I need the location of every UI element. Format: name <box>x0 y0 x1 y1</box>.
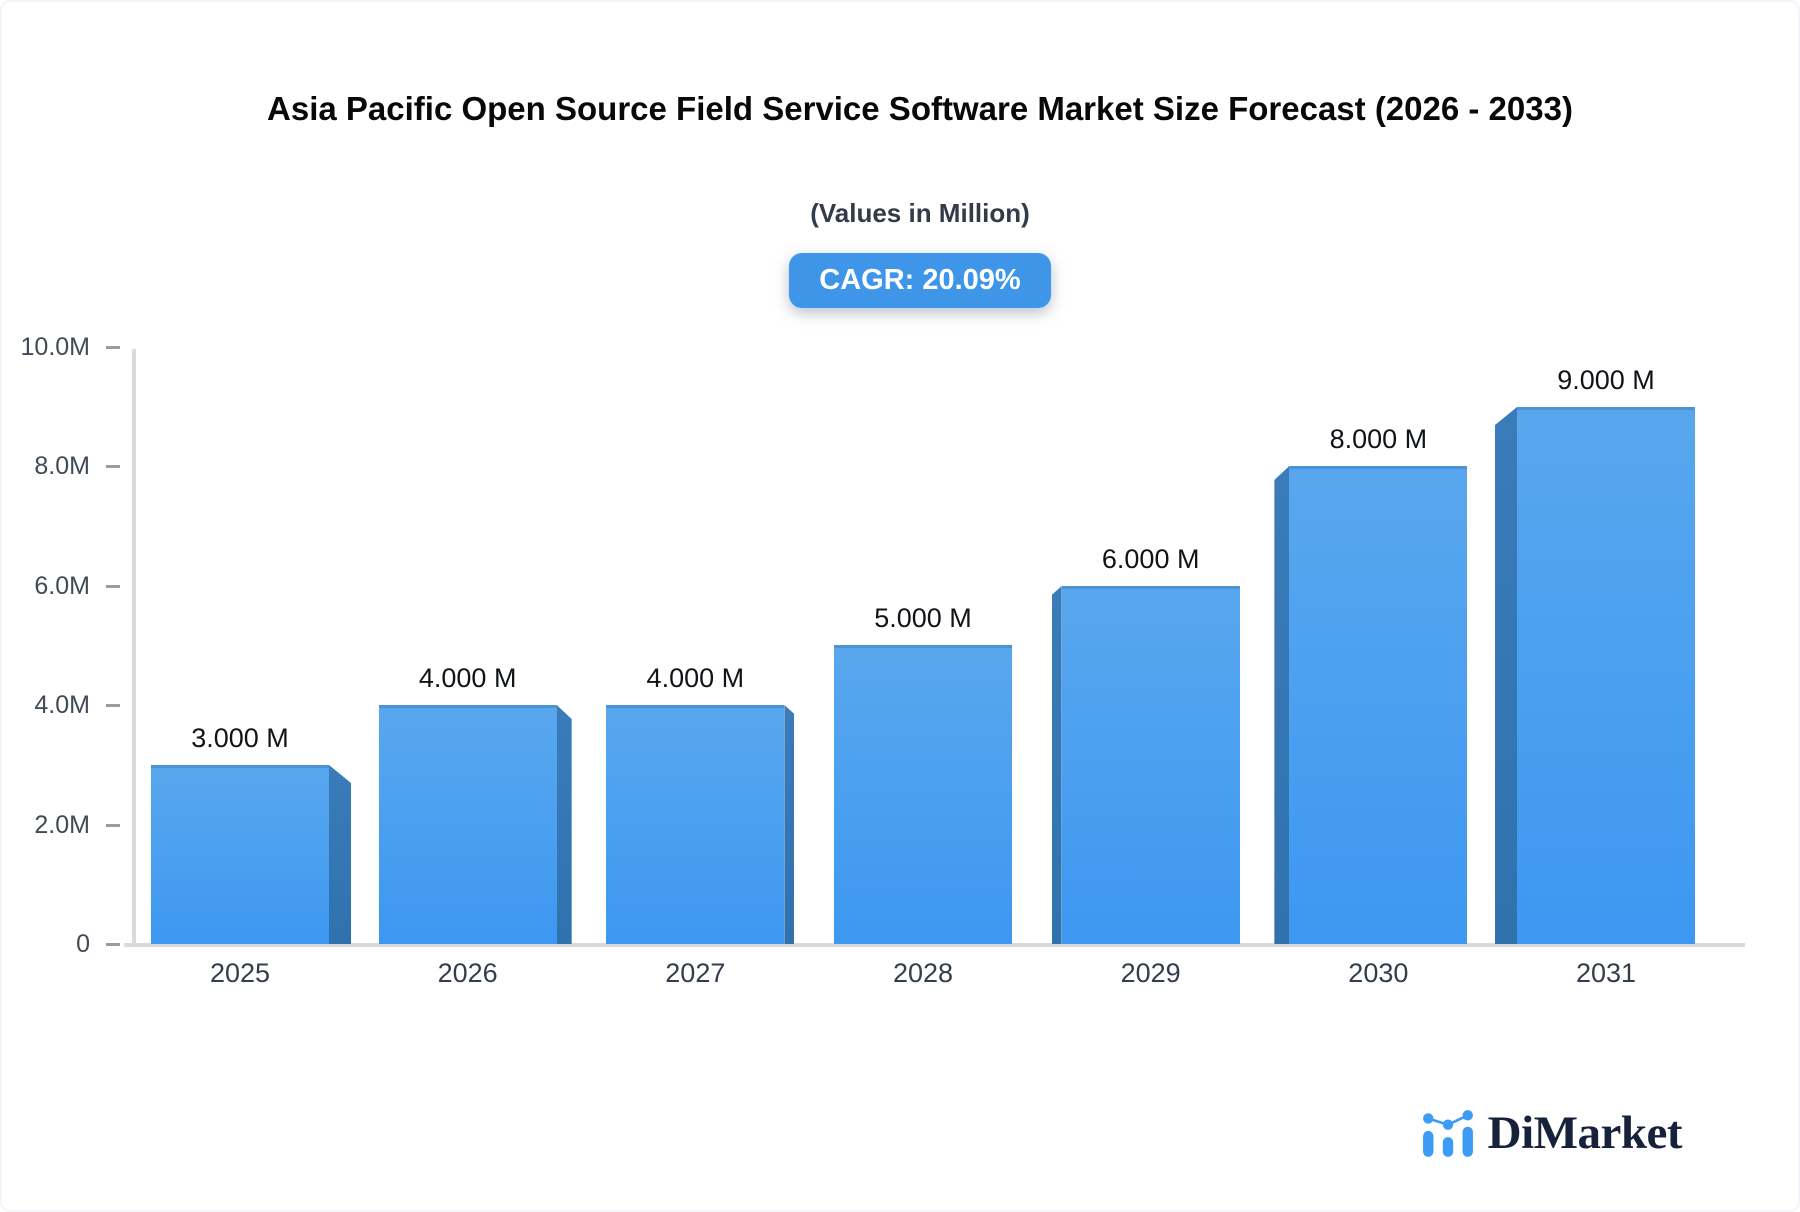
bar-2030 <box>1289 466 1468 944</box>
bar-value-label-2029: 6.000 M <box>1101 544 1200 574</box>
y-tick-label: 6.0M <box>34 571 90 600</box>
y-tick-label: 4.0M <box>34 691 90 720</box>
y-tick-label: 10.0M <box>20 333 90 361</box>
x-category-label-2030: 2030 <box>1348 958 1409 988</box>
x-category-label-2025: 2025 <box>209 958 271 988</box>
bar-value-label-2031: 9.000 M <box>1557 365 1655 395</box>
bar-2031 <box>1517 407 1696 944</box>
bar-value-label-2030: 8.000 M <box>1329 424 1428 454</box>
page-title: Asia Pacific Open Source Field Service S… <box>42 86 1798 133</box>
y-tick-dash <box>106 823 120 827</box>
bar-2028 <box>834 645 1012 944</box>
bar-chart-logo-icon <box>1422 1110 1473 1157</box>
y-tick-dash <box>106 704 120 708</box>
bar-side-face-2027 <box>784 705 795 944</box>
bar-2026 <box>378 705 557 944</box>
y-tick-dash <box>106 584 120 588</box>
y-tick-label: 2.0M <box>34 810 90 839</box>
x-category-label-2031: 2031 <box>1575 958 1637 988</box>
bar-value-label-2025: 3.000 M <box>191 723 289 753</box>
x-category-label-2027: 2027 <box>665 958 726 988</box>
cagr-badge: CAGR: 20.09% <box>789 253 1051 308</box>
bar-2027 <box>606 705 785 944</box>
bar-value-label-2027: 4.000 M <box>646 663 745 693</box>
cagr-badge-container: CAGR: 20.09% <box>42 253 1798 308</box>
y-tick-dash <box>106 465 120 469</box>
y-tick-dash <box>106 943 120 946</box>
bar-value-label-2026: 4.000 M <box>418 663 517 693</box>
x-category-label-2026: 2026 <box>437 958 498 988</box>
bar-value-label-2028: 5.000 M <box>874 603 972 633</box>
page-title-text: Asia Pacific Open Source Field Service S… <box>267 90 1573 127</box>
bar-side-face-2026 <box>556 705 572 944</box>
bar-side-face-2031 <box>1495 407 1518 944</box>
y-axis-line <box>132 349 136 947</box>
dimarket-logo-text: DiMarket <box>1487 1107 1683 1159</box>
y-tick-dash <box>106 346 120 349</box>
chart-subtitle: (Values in Million) <box>810 198 1030 228</box>
bar-side-face-2029 <box>1051 586 1062 944</box>
x-axis-line <box>124 943 1745 947</box>
bar-2029 <box>1061 586 1240 944</box>
dimarket-logo: DiMarket <box>1421 1106 1683 1160</box>
bar-side-face-2030 <box>1274 466 1290 944</box>
y-tick-label: 0 <box>76 930 90 958</box>
bar-side-face-2025 <box>329 765 351 944</box>
x-category-label-2028: 2028 <box>892 958 954 988</box>
bar-2025 <box>151 765 329 944</box>
x-category-label-2029: 2029 <box>1120 958 1181 988</box>
y-tick-label: 8.0M <box>34 452 90 481</box>
